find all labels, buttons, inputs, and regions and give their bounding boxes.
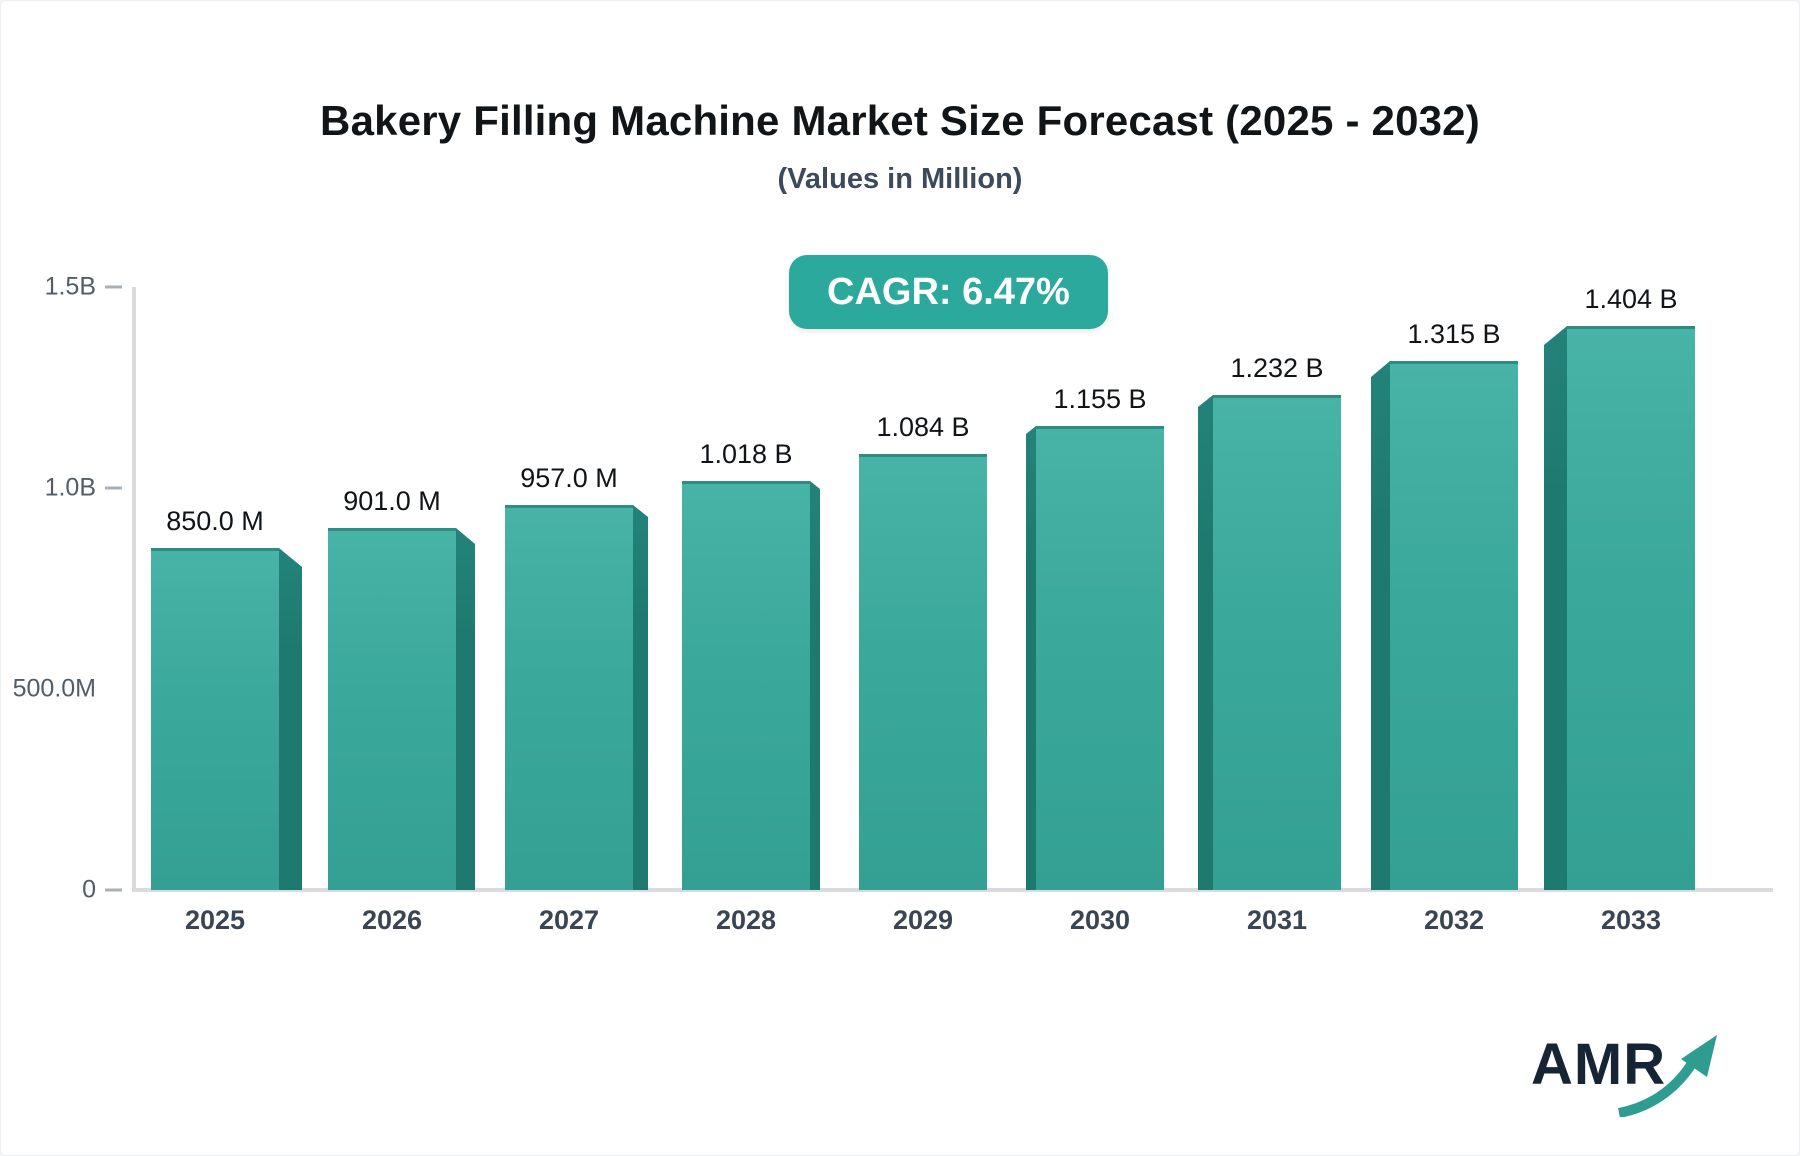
bar-side-2033: [1544, 326, 1567, 890]
bar-value-label: 1.232 B: [1230, 353, 1324, 383]
bar-value-label: 957.0 M: [520, 463, 618, 493]
bar-2025: [151, 548, 279, 890]
bar-side-2028: [810, 481, 820, 890]
growth-arrow-icon: [1617, 1035, 1717, 1117]
x-tick-label: 2028: [715, 905, 777, 935]
bar-side-2032: [1371, 361, 1390, 890]
y-tick-label: 1.5B: [44, 272, 96, 301]
bar-value-label: 1.404 B: [1584, 284, 1678, 314]
bar-2029: [859, 454, 987, 890]
bar-2026: [328, 528, 456, 890]
bar-value-label: 901.0 M: [343, 486, 441, 516]
y-tick-label: 500.0M: [12, 674, 96, 703]
bar-value-label: 1.315 B: [1407, 319, 1501, 349]
x-tick-label: 2029: [892, 905, 954, 935]
y-tick-dash: [105, 285, 122, 289]
cagr-badge: CAGR: 6.47%: [789, 255, 1108, 329]
bar-side-2026: [456, 528, 475, 890]
bar-side-2025: [279, 548, 302, 890]
x-tick-label: 2032: [1423, 905, 1485, 935]
bar-2033: [1567, 326, 1695, 890]
bar-2028: [682, 481, 810, 890]
bar-value-label: 1.018 B: [699, 439, 793, 469]
bar-side-2027: [633, 505, 648, 890]
bar-side-2030: [1026, 426, 1036, 890]
x-tick-label: 2025: [184, 905, 246, 935]
y-tick-dash: [105, 888, 122, 892]
x-tick-label: 2027: [538, 905, 600, 935]
cagr-badge-label: CAGR: 6.47%: [827, 270, 1070, 313]
chart-title: Bakery Filling Machine Market Size Forec…: [320, 97, 1480, 144]
y-tick-label: 0: [82, 875, 96, 904]
chart-subtitle: (Values in Million): [777, 163, 1023, 195]
bar-value-label: 850.0 M: [166, 506, 264, 536]
x-tick-label: 2033: [1600, 905, 1662, 935]
x-tick-label: 2031: [1246, 905, 1308, 935]
amr-logo-text: AMR: [1531, 1032, 1667, 1097]
y-tick-label: 1.0B: [44, 473, 96, 502]
amr-logo: AMR: [1531, 1031, 1721, 1121]
chart-header: Bakery Filling Machine Market Size Forec…: [1, 97, 1799, 196]
bar-2027: [505, 505, 633, 890]
y-axis-line: [132, 287, 136, 891]
y-tick-dash: [105, 486, 122, 490]
bar-2030: [1036, 426, 1164, 890]
x-tick-label: 2026: [361, 905, 423, 935]
x-tick-label: 2030: [1069, 905, 1131, 935]
bar-value-label: 1.155 B: [1053, 384, 1147, 414]
bar-2031: [1213, 395, 1341, 890]
x-axis-line: [132, 888, 1773, 892]
bar-side-2031: [1198, 395, 1213, 890]
bar-value-label: 1.084 B: [876, 412, 970, 442]
bar-2032: [1390, 361, 1518, 890]
